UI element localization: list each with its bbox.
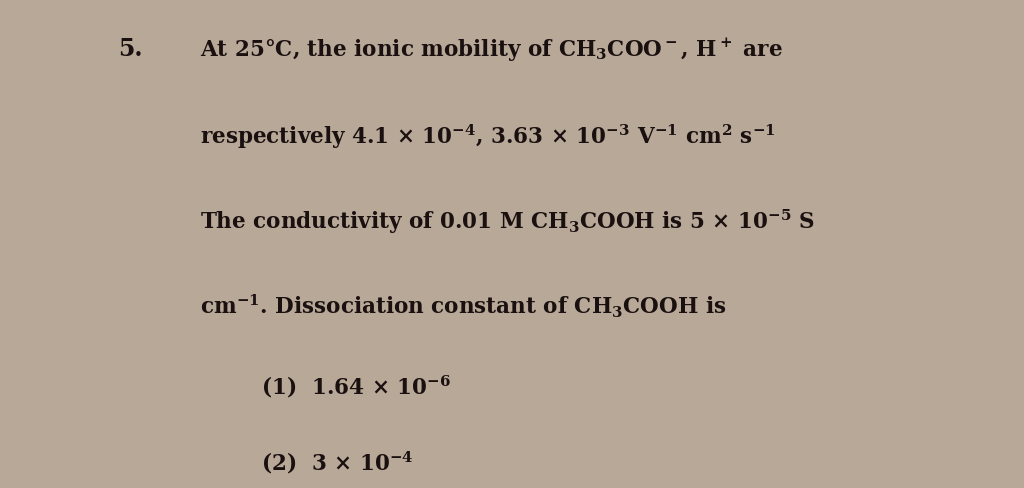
Text: At 25°C, the ionic mobility of $\mathregular{CH_3COO^-}$, $\mathregular{H^+}$ ar: At 25°C, the ionic mobility of $\mathreg… — [200, 37, 782, 64]
Text: (2)  3 × $\mathregular{10^{-4}}$: (2) 3 × $\mathregular{10^{-4}}$ — [261, 449, 414, 476]
Text: The conductivity of 0.01 M $\mathregular{CH_3COOH}$ is 5 × $\mathregular{10^{-5}: The conductivity of 0.01 M $\mathregular… — [200, 207, 814, 236]
Text: respectively 4.1 × $\mathregular{10^{-4}}$, 3.63 × $\mathregular{10^{-3}}$ $\mat: respectively 4.1 × $\mathregular{10^{-4}… — [200, 122, 775, 151]
Text: (1)  1.64 × $\mathregular{10^{-6}}$: (1) 1.64 × $\mathregular{10^{-6}}$ — [261, 373, 452, 400]
Text: 5.: 5. — [118, 37, 142, 61]
Text: $\mathregular{cm^{-1}}$. Dissociation constant of $\mathregular{CH_3COOH}$ is: $\mathregular{cm^{-1}}$. Dissociation co… — [200, 293, 726, 320]
